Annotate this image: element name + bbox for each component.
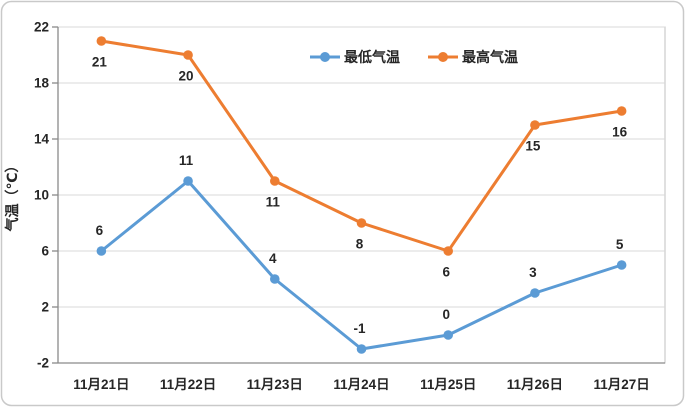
y-tick-label: 14 xyxy=(34,132,50,147)
data-point-label: 8 xyxy=(356,237,364,252)
data-point-marker xyxy=(530,120,540,130)
data-point-marker xyxy=(269,274,280,284)
data-point-marker xyxy=(183,176,193,186)
legend-item-label: 最低气温 xyxy=(344,49,400,65)
data-point-label: 11 xyxy=(179,153,194,168)
x-tick-label: 11月21日 xyxy=(73,377,129,392)
x-tick-label: 11月23日 xyxy=(247,377,303,392)
y-tick-label: -2 xyxy=(37,356,49,371)
data-point-label: 15 xyxy=(525,139,541,154)
data-point-marker xyxy=(530,288,540,298)
data-point-marker xyxy=(96,36,107,46)
y-tick-label: 6 xyxy=(41,244,49,259)
data-point-marker xyxy=(616,260,627,270)
legend-item-label: 最高气温 xyxy=(462,49,518,65)
data-point-marker xyxy=(443,330,454,340)
x-tick-label: 11月25日 xyxy=(420,377,476,392)
y-tick-label: 18 xyxy=(34,76,50,91)
data-point-label: 21 xyxy=(92,55,108,70)
data-point-label: 20 xyxy=(179,69,194,84)
data-point-label: 0 xyxy=(442,307,450,322)
legend-marker-icon xyxy=(320,52,330,62)
data-point-marker xyxy=(269,176,280,186)
data-point-marker xyxy=(443,246,454,256)
data-point-marker xyxy=(183,50,193,60)
data-point-marker xyxy=(356,344,367,354)
data-point-label: 3 xyxy=(529,265,537,280)
y-axis-title: 气温（℃） xyxy=(4,159,20,233)
y-tick-label: 10 xyxy=(34,188,49,203)
y-tick-label: 22 xyxy=(34,20,49,35)
data-point-label: -1 xyxy=(353,321,365,336)
data-point-label: 4 xyxy=(269,251,277,266)
data-point-label: 16 xyxy=(612,125,628,140)
data-point-label: 6 xyxy=(442,265,450,280)
data-point-marker xyxy=(356,218,367,228)
data-point-marker xyxy=(616,106,627,116)
data-point-marker xyxy=(96,246,107,256)
x-tick-label: 11月27日 xyxy=(593,377,649,392)
y-tick-label: 2 xyxy=(41,300,49,315)
x-tick-label: 11月24日 xyxy=(333,377,389,392)
x-tick-label: 11月26日 xyxy=(507,377,563,392)
legend-marker-icon xyxy=(438,52,448,62)
x-tick-label: 11月22日 xyxy=(160,377,216,392)
data-point-label: 6 xyxy=(96,223,104,238)
data-point-label: 5 xyxy=(616,237,624,252)
data-point-label: 11 xyxy=(266,195,281,210)
